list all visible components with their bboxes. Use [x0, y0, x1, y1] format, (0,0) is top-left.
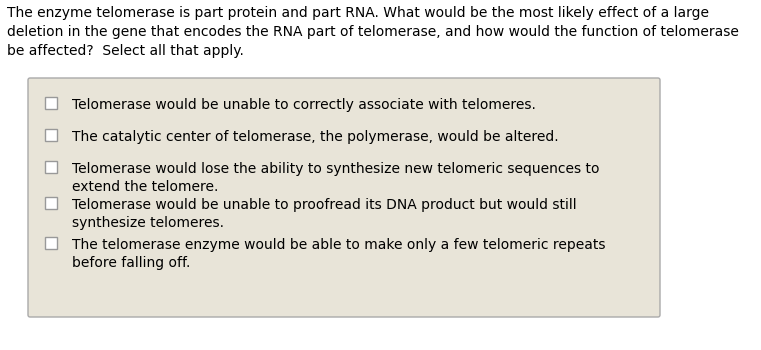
- Bar: [45, 197, 57, 209]
- Bar: [45, 129, 57, 141]
- Text: The enzyme telomerase is part protein and part RNA. What would be the most likel: The enzyme telomerase is part protein an…: [7, 6, 739, 58]
- Bar: [45, 161, 57, 173]
- Bar: [45, 97, 57, 109]
- FancyBboxPatch shape: [28, 78, 660, 317]
- Text: The telomerase enzyme would be able to make only a few telomeric repeats
before : The telomerase enzyme would be able to m…: [72, 238, 606, 271]
- Text: Telomerase would lose the ability to synthesize new telomeric sequences to
exten: Telomerase would lose the ability to syn…: [72, 162, 600, 194]
- Text: Telomerase would be unable to proofread its DNA product but would still
synthesi: Telomerase would be unable to proofread …: [72, 198, 577, 230]
- Text: Telomerase would be unable to correctly associate with telomeres.: Telomerase would be unable to correctly …: [72, 98, 536, 112]
- Text: The catalytic center of telomerase, the polymerase, would be altered.: The catalytic center of telomerase, the …: [72, 130, 559, 144]
- Bar: [45, 237, 57, 249]
